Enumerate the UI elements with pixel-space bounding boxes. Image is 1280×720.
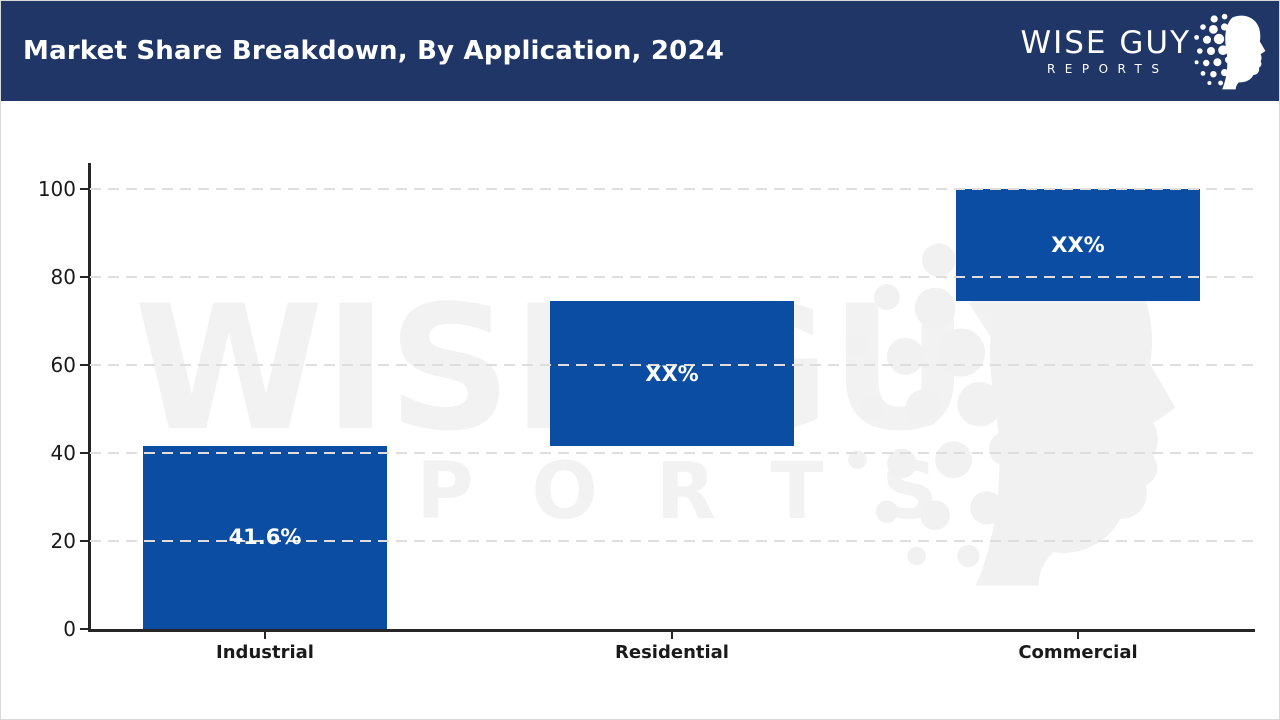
y-tick-mark bbox=[80, 452, 88, 454]
bar-commercial bbox=[956, 189, 1200, 302]
bar-value-label: XX% bbox=[645, 361, 699, 386]
y-tick-mark bbox=[80, 364, 88, 366]
x-tick-label-commercial: Commercial bbox=[1018, 642, 1138, 663]
gridline bbox=[90, 188, 1255, 190]
y-tick-label: 80 bbox=[50, 265, 76, 289]
bar-chart-plot-area: 0 20 40 60 80 100 41.6% Industrial XX% Residentia… bbox=[1, 101, 1279, 719]
bar-residential bbox=[550, 301, 794, 446]
logo-subtitle: REPORTS bbox=[1046, 61, 1169, 76]
header-band: Market Share Breakdown, By Application, … bbox=[1, 1, 1279, 101]
logo-dot-face-icon bbox=[1194, 13, 1266, 90]
y-tick-mark bbox=[80, 628, 88, 630]
y-axis-line bbox=[88, 163, 91, 631]
y-tick-label: 20 bbox=[50, 529, 76, 553]
bar-industrial bbox=[143, 445, 387, 629]
gridline bbox=[90, 276, 1255, 278]
dot-face-icon bbox=[846, 235, 1176, 586]
bar-value-label: 41.6% bbox=[228, 525, 302, 550]
y-tick-label: 40 bbox=[50, 441, 76, 465]
x-tick-label-industrial: Industrial bbox=[216, 642, 314, 663]
y-tick-mark bbox=[80, 188, 88, 190]
gridline bbox=[90, 364, 1255, 366]
watermark-face-logo bbox=[813, 223, 1183, 593]
y-tick-mark bbox=[80, 276, 88, 278]
y-tick-mark bbox=[80, 540, 88, 542]
y-tick-label: 0 bbox=[63, 617, 76, 641]
x-tick-mark bbox=[671, 632, 673, 639]
y-tick-label: 100 bbox=[37, 177, 76, 201]
bar-value-label: XX% bbox=[1051, 233, 1105, 258]
page-title: Market Share Breakdown, By Application, … bbox=[23, 36, 725, 66]
logo-text: WISE GUY REPORTS bbox=[1020, 26, 1191, 75]
x-tick-mark bbox=[264, 632, 266, 639]
x-tick-mark bbox=[1077, 632, 1079, 639]
x-tick-label-residential: Residential bbox=[615, 642, 729, 663]
gridline bbox=[90, 452, 1255, 454]
wise-guy-reports-logo: WISE GUY REPORTS bbox=[1020, 9, 1267, 93]
logo-wordmark: WISE GUY bbox=[1020, 25, 1191, 62]
x-axis-line bbox=[88, 629, 1255, 632]
y-tick-label: 60 bbox=[50, 353, 76, 377]
gridline bbox=[90, 540, 1255, 542]
